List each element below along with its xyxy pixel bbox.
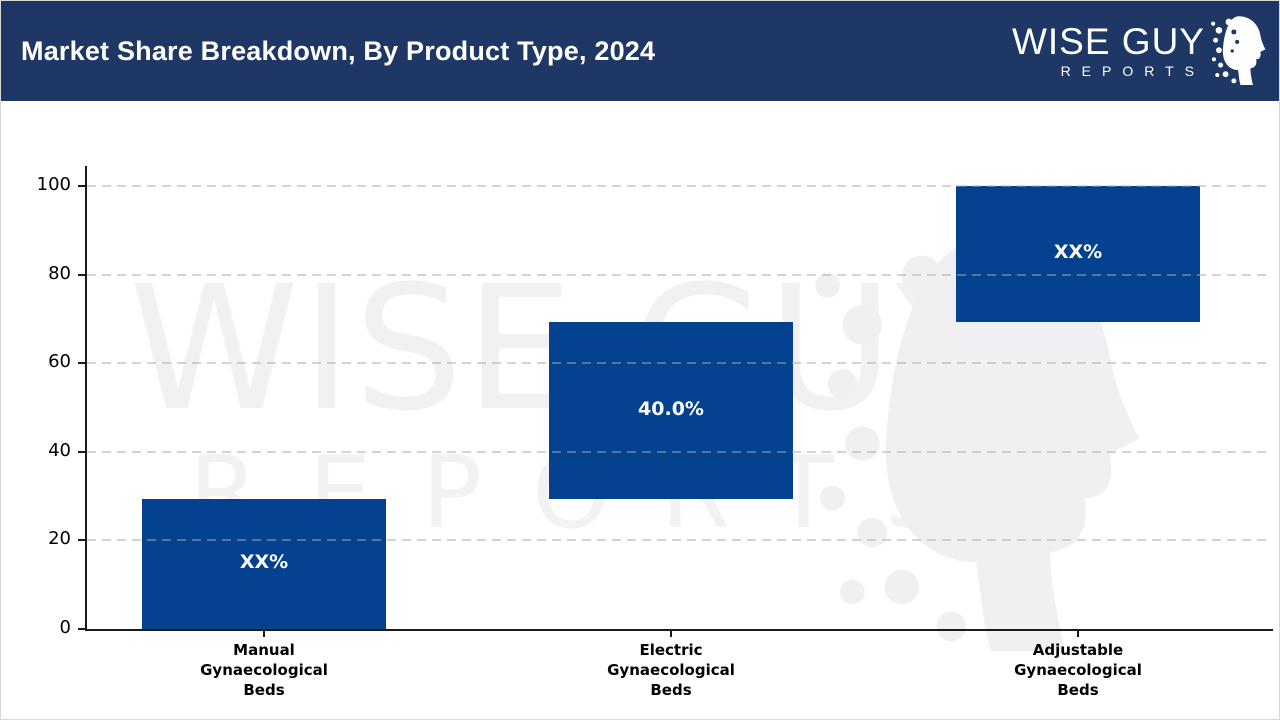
- category-label: Electric Gynaecological Beds: [521, 640, 821, 700]
- bar-value-label: XX%: [1053, 241, 1103, 263]
- x-tick-mark: [263, 631, 265, 637]
- logo-face-icon: [1211, 16, 1266, 85]
- category-label-line: Adjustable: [1032, 641, 1124, 659]
- category-label-line: Gynaecological: [607, 661, 735, 679]
- x-tick-mark: [670, 631, 672, 637]
- logo-reports-label: REPORTS: [1060, 63, 1205, 79]
- category-label-line: Manual: [233, 641, 295, 659]
- bar-segment: 40.0%: [549, 322, 793, 500]
- header-bar: Market Share Breakdown, By Product Type,…: [1, 1, 1279, 101]
- y-tick-label: 60: [48, 351, 71, 373]
- y-tick-label: 40: [48, 439, 71, 461]
- gridline: [87, 185, 1271, 187]
- category-label-line: Beds: [1057, 681, 1099, 699]
- chart-title: Market Share Breakdown, By Product Type,…: [21, 35, 656, 66]
- category-label-line: Beds: [650, 681, 692, 699]
- bar-segment: XX%: [142, 499, 386, 629]
- y-tick-mark: [78, 185, 86, 187]
- bar-value-label: XX%: [239, 551, 289, 574]
- x-tick-mark: [1077, 631, 1079, 637]
- y-axis-line: [85, 166, 87, 629]
- wiseguy-logo: WISE GUY REPORTS: [1012, 1, 1267, 101]
- y-tick-mark: [78, 450, 86, 453]
- y-tick-label: 20: [48, 528, 71, 550]
- y-tick-label: 0: [59, 617, 71, 638]
- y-tick-label: 80: [48, 262, 71, 284]
- category-label-line: Gynaecological: [200, 661, 328, 679]
- watermark-face-icon: [815, 240, 1140, 652]
- gridline: [87, 539, 1271, 542]
- category-label-line: Beds: [243, 681, 285, 699]
- category-label-line: Electric: [639, 641, 703, 659]
- category-label: Adjustable Gynaecological Beds: [928, 640, 1228, 700]
- category-label: Manual Gynaecological Beds: [114, 640, 414, 700]
- y-tick-label: 100: [36, 174, 71, 195]
- logo-wiseguy-label: WISE GUY: [1011, 21, 1205, 62]
- x-axis-line: [85, 629, 1273, 631]
- y-tick-mark: [78, 628, 86, 630]
- bar-value-label: 40.0%: [638, 397, 704, 420]
- gridline: [87, 450, 1271, 453]
- category-label-line: Gynaecological: [1014, 661, 1142, 679]
- logo-text: WISE GUY REPORTS: [1012, 23, 1205, 79]
- bar-segment: XX%: [956, 186, 1200, 322]
- y-tick-mark: [78, 273, 86, 276]
- y-tick-mark: [78, 362, 86, 365]
- gridline: [87, 273, 1271, 276]
- gridline: [87, 362, 1271, 365]
- y-tick-mark: [78, 539, 86, 542]
